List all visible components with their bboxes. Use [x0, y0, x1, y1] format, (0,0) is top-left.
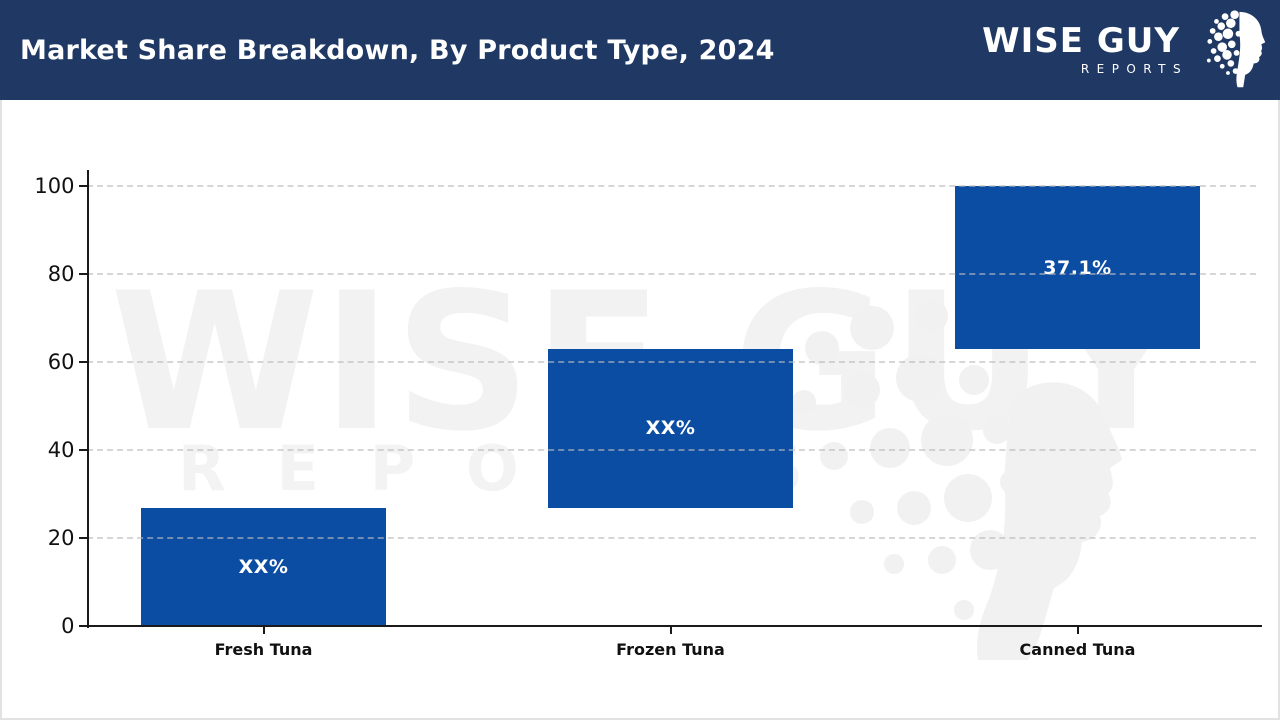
x-axis-tick — [262, 625, 265, 634]
y-axis-tick — [78, 185, 87, 187]
y-axis-tick — [78, 448, 87, 451]
gridline — [86, 185, 1256, 187]
x-axis-tick — [669, 625, 672, 634]
y-axis-label: 20 — [47, 525, 75, 550]
gridline — [86, 448, 1256, 451]
logo-text: WISE GUY REPORTS — [982, 24, 1180, 76]
logo-head-icon — [1206, 10, 1266, 88]
logo-subtext: REPORTS — [1080, 62, 1188, 76]
bar-frozen-tuna: XX% — [548, 349, 793, 508]
y-axis-label: 80 — [47, 261, 75, 286]
bar-fresh-tuna: XX% — [141, 507, 386, 626]
bar-value-label: XX% — [645, 417, 696, 440]
y-axis-label: 0 — [61, 613, 75, 638]
x-axis-tick — [1076, 625, 1079, 634]
x-axis-label: Canned Tuna — [1019, 639, 1136, 659]
header-bar: Market Share Breakdown, By Product Type,… — [0, 0, 1280, 100]
y-axis-spine — [86, 170, 89, 628]
gridline — [86, 536, 1256, 539]
page-title: Market Share Breakdown, By Product Type,… — [20, 34, 775, 66]
logo-wordmark: WISE GUY — [982, 21, 1180, 61]
x-axis-label: Fresh Tuna — [214, 639, 313, 659]
y-axis-label: 100 — [34, 174, 75, 198]
logo: WISE GUY REPORTS — [982, 6, 1270, 94]
gridline — [86, 272, 1256, 275]
y-axis-tick — [78, 360, 87, 363]
y-axis-tick — [78, 536, 87, 539]
watermark-head-dots-icon — [792, 300, 1122, 660]
bar-canned-tuna: 37.1% — [955, 186, 1200, 350]
bar-value-label: XX% — [238, 555, 289, 578]
x-axis-spine — [79, 624, 1262, 627]
gridline — [86, 360, 1256, 363]
y-axis-label: 60 — [47, 349, 75, 374]
y-axis-label: 40 — [47, 437, 75, 462]
x-axis-label: Frozen Tuna — [616, 639, 725, 659]
y-axis-tick — [78, 272, 87, 275]
bar-value-label: 37.1% — [1043, 256, 1112, 279]
